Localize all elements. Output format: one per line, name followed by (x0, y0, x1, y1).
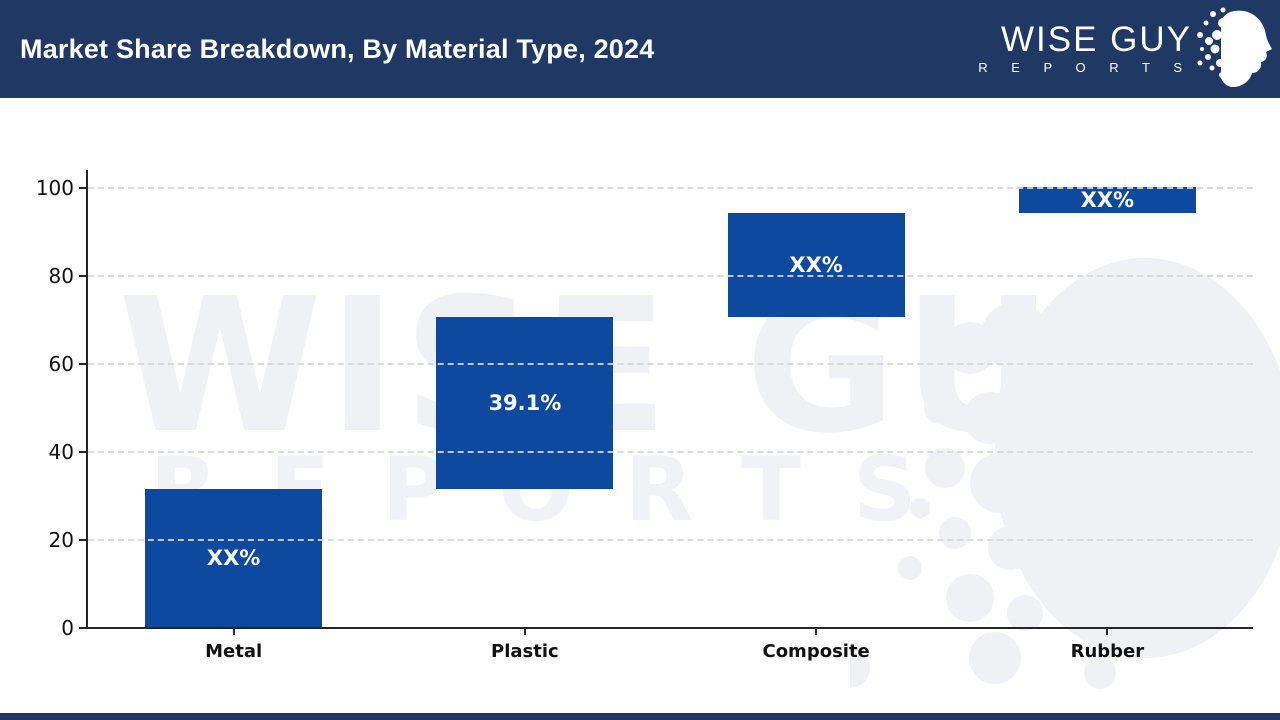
x-tick-label: Plastic (491, 641, 559, 662)
gridline (88, 363, 1253, 365)
gridline (88, 451, 1253, 453)
y-tick-label: 40 (48, 440, 74, 464)
logo-wordmark: WISE GUY R E P O R T S (978, 22, 1192, 76)
x-tick-mark (1106, 629, 1109, 635)
bar-value-label: XX% (789, 252, 843, 277)
y-tick-mark (79, 275, 86, 277)
y-tick-mark (79, 627, 86, 629)
bar-composite (727, 212, 905, 317)
bar-value-label: 39.1% (488, 390, 562, 415)
logo-wordmark-line1: WISE GUY (1000, 20, 1192, 59)
header-bar: Market Share Breakdown, By Material Type… (0, 0, 1280, 98)
x-tick-mark (232, 629, 235, 635)
x-tick-mark (523, 629, 526, 635)
gridline (88, 187, 1253, 189)
y-tick-mark (79, 187, 86, 189)
bar-metal (145, 488, 323, 627)
y-tick-mark (79, 539, 86, 541)
x-axis (86, 627, 1253, 629)
bar-value-label: XX% (206, 545, 261, 570)
bottom-accent-bar (0, 713, 1280, 720)
bar-rubber (1018, 187, 1196, 213)
logo-head-profile-icon (1197, 7, 1272, 87)
y-tick-label: 100 (35, 176, 74, 200)
gridline (88, 539, 1253, 541)
page-title: Market Share Breakdown, By Material Type… (20, 33, 655, 64)
y-tick-label: 60 (48, 352, 74, 376)
bar-plastic (436, 316, 614, 489)
y-tick-label: 20 (48, 528, 74, 552)
gridline (88, 275, 1253, 277)
x-tick-label: Metal (205, 641, 263, 662)
bar-value-label: XX% (1080, 187, 1135, 212)
x-tick-label: Rubber (1070, 641, 1145, 662)
brand-logo: WISE GUY R E P O R T S (978, 5, 1280, 93)
y-tick-label: 80 (48, 264, 74, 288)
y-tick-mark (79, 451, 86, 453)
x-tick-mark (815, 629, 818, 635)
logo-wordmark-line2: R E P O R T S (978, 60, 1192, 75)
x-tick-label: Composite (762, 641, 870, 662)
y-tick-mark (79, 363, 86, 365)
y-axis (86, 170, 88, 629)
chart-area: 0 20 40 60 80 100 XX% Metal 39.1% Plastic XX% Compo… (0, 98, 1280, 714)
y-tick-label: 0 (61, 616, 74, 640)
